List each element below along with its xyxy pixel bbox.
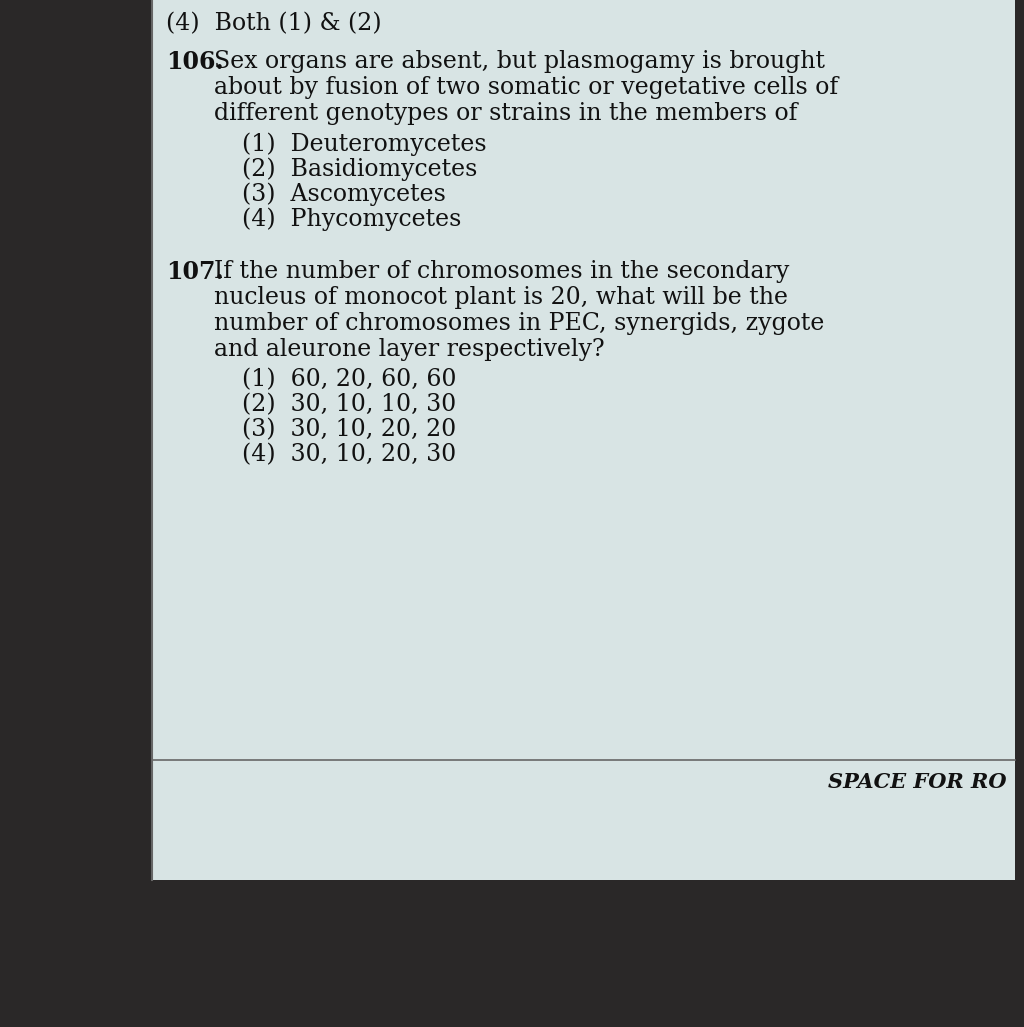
Text: 106.: 106. xyxy=(166,50,223,74)
Text: number of chromosomes in PEC, synergids, zygote: number of chromosomes in PEC, synergids,… xyxy=(214,312,824,335)
Text: (2)  Basidiomycetes: (2) Basidiomycetes xyxy=(242,157,477,181)
Text: nucleus of monocot plant is 20, what will be the: nucleus of monocot plant is 20, what wil… xyxy=(214,286,788,309)
Text: (4)  Both (1) & (2): (4) Both (1) & (2) xyxy=(166,12,382,35)
Text: (3)  Ascomycetes: (3) Ascomycetes xyxy=(242,182,445,205)
Text: (3)  30, 10, 20, 20: (3) 30, 10, 20, 20 xyxy=(242,418,457,441)
Text: Sex organs are absent, but plasmogamy is brought: Sex organs are absent, but plasmogamy is… xyxy=(214,50,825,73)
Text: about by fusion of two somatic or vegetative cells of: about by fusion of two somatic or vegeta… xyxy=(214,76,838,99)
Text: (2)  30, 10, 10, 30: (2) 30, 10, 10, 30 xyxy=(242,393,457,416)
Text: (1)  60, 20, 60, 60: (1) 60, 20, 60, 60 xyxy=(242,368,457,391)
Text: (4)  Phycomycetes: (4) Phycomycetes xyxy=(242,207,462,230)
Bar xyxy=(152,760,1015,880)
Text: If the number of chromosomes in the secondary: If the number of chromosomes in the seco… xyxy=(214,260,790,283)
Text: different genotypes or strains in the members of: different genotypes or strains in the me… xyxy=(214,102,798,125)
Bar xyxy=(152,0,1015,880)
Text: SPACE FOR RO: SPACE FOR RO xyxy=(828,772,1007,792)
Text: (1)  Deuteromycetes: (1) Deuteromycetes xyxy=(242,132,486,155)
Text: 107.: 107. xyxy=(166,260,223,284)
Text: and aleurone layer respectively?: and aleurone layer respectively? xyxy=(214,338,604,362)
Text: (4)  30, 10, 20, 30: (4) 30, 10, 20, 30 xyxy=(242,443,457,466)
